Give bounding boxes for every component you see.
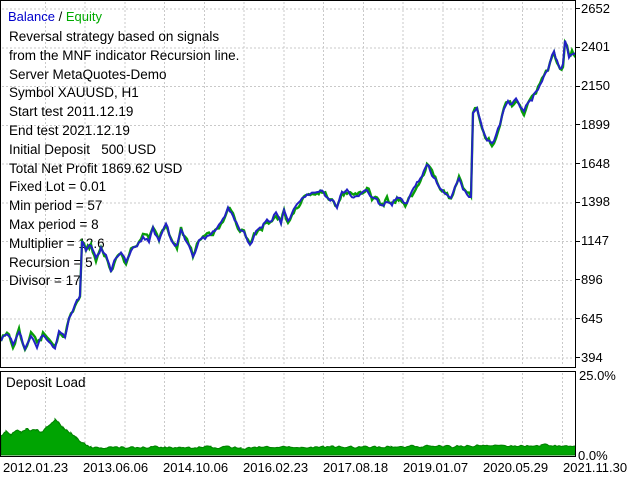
- y-axis-label: 1398: [581, 194, 610, 209]
- y-axis-label: 1147: [581, 233, 609, 248]
- chart-legend: Balance / Equity: [8, 9, 102, 24]
- info-line: End test 2021.12.19: [9, 122, 130, 138]
- y-axis-label: 1899: [581, 117, 610, 132]
- x-axis-label: 2016.02.23: [243, 460, 309, 475]
- info-line: Max period = 8: [9, 216, 99, 232]
- info-line: Recursion = 5: [9, 254, 93, 270]
- info-line: Total Net Profit 1869.62 USD: [9, 160, 183, 176]
- y-axis-label: 2150: [581, 78, 610, 93]
- deposit-max-label: 25.0%: [579, 368, 616, 383]
- x-axis-label: 2013.06.06: [83, 460, 149, 475]
- strategy-info-block: Reversal strategy based on signals from t…: [9, 28, 239, 291]
- y-axis-label: 2401: [581, 39, 610, 54]
- y-axis-tick: [576, 241, 580, 242]
- y-axis-tick: [576, 202, 580, 203]
- y-axis-label: 896: [581, 272, 603, 287]
- x-axis-label: 2014.10.06: [163, 460, 229, 475]
- y-axis-tick: [576, 86, 580, 87]
- y-axis-tick: [576, 47, 580, 48]
- y-axis-label: 394: [581, 350, 603, 365]
- info-line: Multiplier = 12.6: [9, 235, 105, 251]
- x-axis-label: 2019.01.07: [403, 460, 469, 475]
- info-line: Initial Deposit 500 USD: [9, 141, 157, 157]
- x-axis-label: 2012.01.23: [3, 460, 69, 475]
- legend-equity-label: Equity: [65, 9, 102, 24]
- y-axis-tick: [576, 357, 580, 358]
- legend-separator: /: [54, 9, 66, 24]
- deposit-load-panel: Deposit Load: [0, 371, 576, 457]
- x-axis-label: 2021.11.30: [563, 460, 628, 475]
- deposit-load-area: [1, 373, 575, 456]
- y-axis-tick: [576, 124, 580, 125]
- deposit-load-label: Deposit Load: [6, 375, 86, 390]
- y-axis-tick: [576, 279, 580, 280]
- balance-equity-panel: Balance / Equity Reversal strategy based…: [0, 0, 576, 368]
- info-line: Min period = 57: [9, 198, 103, 214]
- y-axis-label: 1648: [581, 156, 610, 171]
- y-axis-label: 2652: [581, 1, 610, 16]
- info-line: Start test 2011.12.19: [9, 104, 134, 120]
- y-axis-tick: [576, 318, 580, 319]
- deposit-min-label: 0.0%: [578, 448, 608, 463]
- x-axis-label: 2020.05.29: [483, 460, 549, 475]
- info-line: Server MetaQuotes-Demo: [9, 66, 167, 82]
- info-line: Reversal strategy based on signals: [9, 29, 220, 44]
- info-line: from the MNF indicator Recursion line.: [9, 47, 240, 63]
- info-line: Divisor = 17: [9, 273, 81, 289]
- y-axis-tick: [576, 8, 580, 9]
- info-line: Symbol XAUUSD, H1: [9, 85, 139, 101]
- y-axis-tick: [576, 163, 580, 164]
- x-axis-label: 2017.08.18: [323, 460, 389, 475]
- info-line: Fixed Lot = 0.01: [9, 179, 107, 195]
- y-axis-label: 645: [581, 311, 603, 326]
- legend-balance-label: Balance: [8, 9, 55, 24]
